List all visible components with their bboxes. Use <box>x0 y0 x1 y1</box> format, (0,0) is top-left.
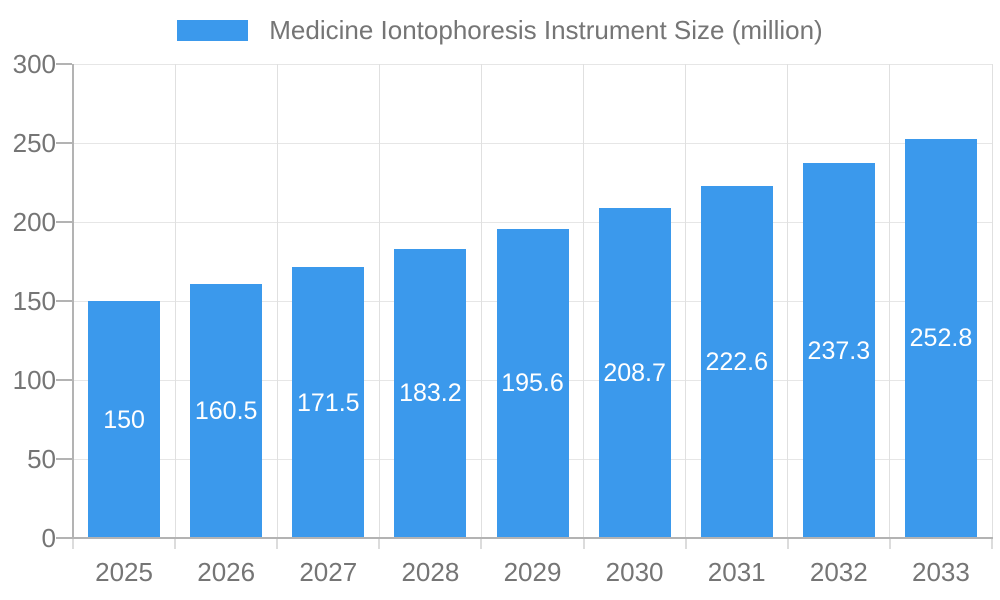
v-gridline <box>583 64 585 538</box>
y-axis-tick <box>56 458 72 460</box>
x-axis-tick <box>378 539 381 549</box>
h-gridline <box>73 221 992 223</box>
x-axis-label: 2026 <box>197 557 256 587</box>
bar-value-label: 252.8 <box>909 324 973 353</box>
v-gridline <box>991 64 993 538</box>
bar: 208.7 <box>598 208 671 538</box>
y-axis-tick <box>56 63 72 65</box>
legend-label: Medicine Iontophoresis Instrument Size (… <box>269 15 823 45</box>
x-axis-line <box>72 537 993 539</box>
y-axis-tick <box>56 300 72 302</box>
bar: 222.6 <box>700 186 773 538</box>
bar: 252.8 <box>904 138 977 538</box>
h-gridline <box>73 142 992 144</box>
bar: 237.3 <box>802 163 875 538</box>
bar-value-label: 195.6 <box>501 369 564 398</box>
x-axis-label: 2025 <box>95 557 153 587</box>
bar: 183.2 <box>394 248 467 538</box>
y-axis-label: 0 <box>41 523 56 553</box>
v-gridline <box>889 64 891 538</box>
bar-value-label: 171.5 <box>296 388 360 417</box>
bar-value-label: 183.2 <box>399 379 462 408</box>
x-axis-tick <box>72 539 74 549</box>
x-axis-label: 2031 <box>707 557 766 587</box>
x-axis-tick <box>991 539 993 549</box>
x-axis-tick <box>786 539 789 549</box>
bar-value-label: 160.5 <box>194 397 258 426</box>
x-axis-label: 2030 <box>605 557 664 587</box>
x-axis-label: 2028 <box>401 557 460 587</box>
x-axis-tick <box>684 539 687 549</box>
y-axis-label: 150 <box>12 286 56 316</box>
x-axis-tick <box>276 539 279 549</box>
legend: Medicine Iontophoresis Instrument Size (… <box>0 15 1000 45</box>
y-axis-label: 100 <box>12 365 56 395</box>
x-axis-label: 2033 <box>912 557 970 587</box>
h-gridline <box>73 63 992 65</box>
bar-value-label: 237.3 <box>807 336 871 365</box>
legend-swatch <box>177 19 249 41</box>
y-axis-tick <box>56 379 72 381</box>
y-axis-label: 50 <box>27 444 56 474</box>
x-axis-tick <box>888 539 891 549</box>
v-gridline <box>480 64 482 538</box>
x-axis-tick <box>480 539 483 549</box>
y-axis-tick <box>56 142 72 144</box>
x-axis-tick <box>174 539 177 549</box>
v-gridline <box>685 64 687 538</box>
x-axis-tick <box>582 539 585 549</box>
x-axis-label: 2029 <box>503 557 562 587</box>
v-gridline <box>378 64 380 538</box>
x-axis-label: 2027 <box>299 557 358 587</box>
y-axis-line <box>72 64 74 538</box>
y-axis-tick <box>56 221 72 223</box>
y-axis-label: 250 <box>12 128 56 158</box>
y-axis-tick <box>56 537 72 539</box>
v-gridline <box>174 64 176 538</box>
y-axis-label: 200 <box>12 207 56 237</box>
bar: 195.6 <box>496 228 569 538</box>
x-axis-label: 2032 <box>809 557 868 587</box>
bar: 150 <box>88 301 161 538</box>
bar-value-label: 208.7 <box>603 359 666 388</box>
y-axis-label: 300 <box>12 49 56 79</box>
v-gridline <box>276 64 278 538</box>
bar-value-label: 222.6 <box>705 348 768 377</box>
v-gridline <box>787 64 789 538</box>
bar: 171.5 <box>292 267 365 538</box>
bar-value-label: 150 <box>103 405 145 434</box>
plot-area: 0 50 100 150 200 250 300 2025 150 2026 160.5 2027 17… <box>13 49 993 587</box>
bar: 160.5 <box>190 284 263 538</box>
